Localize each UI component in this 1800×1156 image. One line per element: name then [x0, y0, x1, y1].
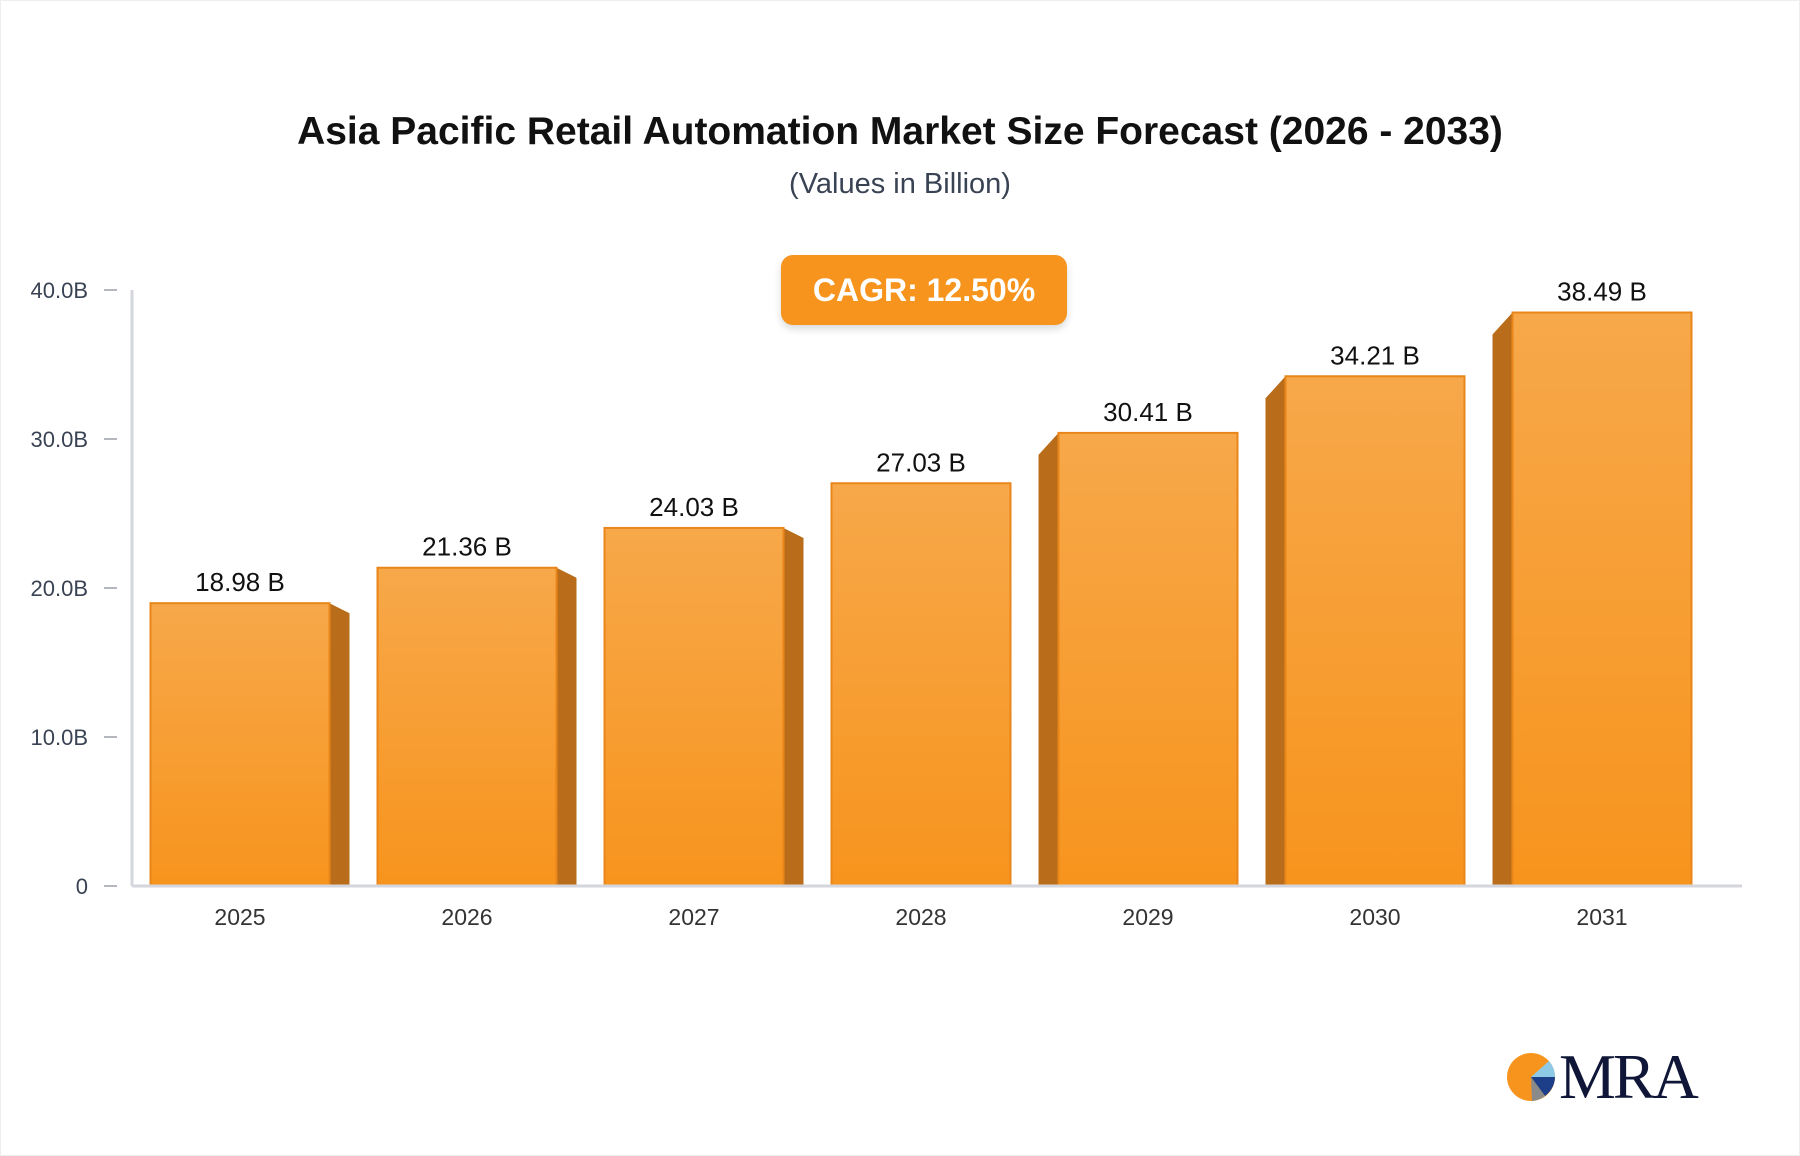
bar-side: [1265, 376, 1286, 886]
data-label: 30.41 B: [1103, 397, 1193, 427]
data-label: 21.36 B: [422, 532, 512, 562]
mra-logo: MRA: [1505, 1040, 1699, 1114]
data-label: 24.03 B: [649, 492, 739, 522]
y-tick-label: 0: [76, 874, 88, 899]
x-tick-label: 2028: [895, 904, 946, 930]
bar-side: [556, 567, 577, 886]
y-tick-label: 30.0B: [31, 427, 89, 452]
x-tick-label: 2027: [668, 904, 719, 930]
bar: [1284, 375, 1466, 887]
bar-side: [783, 527, 804, 886]
bar-side: [329, 603, 350, 886]
x-tick-label: 2025: [214, 904, 265, 930]
bar: [376, 566, 558, 888]
bar-side: [1038, 432, 1059, 886]
y-tick-label: 10.0B: [31, 725, 89, 750]
bar-side: [1492, 312, 1513, 886]
chart-subtitle: (Values in Billion): [789, 168, 1011, 200]
x-tick-label: 2030: [1349, 904, 1400, 930]
x-tick-label: 2029: [1122, 904, 1173, 930]
x-tick-label: 2026: [441, 904, 492, 930]
bar: [830, 482, 1012, 887]
logo-text: MRA: [1559, 1041, 1699, 1112]
y-tick-label: 20.0B: [31, 576, 89, 601]
bar: [603, 526, 785, 887]
x-tick-label: 2031: [1576, 904, 1627, 930]
data-label: 27.03 B: [876, 447, 966, 477]
pie-logo-icon: [1507, 1053, 1556, 1101]
y-tick-label: 40.0B: [31, 278, 89, 303]
bar: [1511, 311, 1693, 887]
bar: [149, 602, 331, 887]
cagr-badge: CAGR: 12.50%: [781, 255, 1067, 325]
bar: [1057, 431, 1239, 887]
data-label: 34.21 B: [1330, 340, 1420, 370]
data-label: 38.49 B: [1557, 276, 1647, 306]
data-label: 18.98 B: [195, 567, 285, 597]
chart-title: Asia Pacific Retail Automation Market Si…: [297, 110, 1503, 153]
